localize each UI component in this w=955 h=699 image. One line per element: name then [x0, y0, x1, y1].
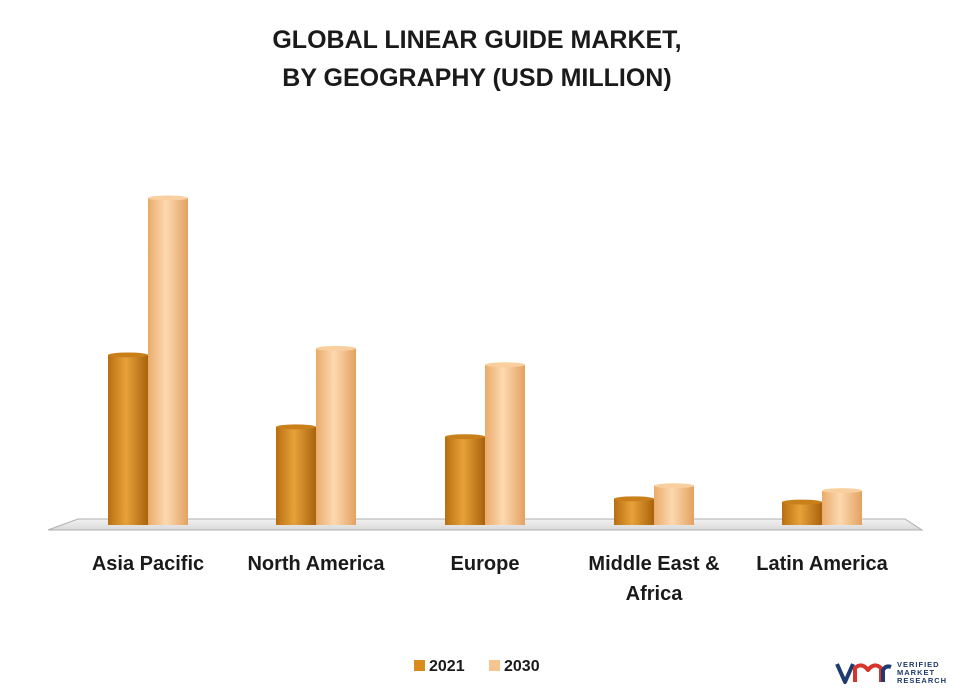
- logo-line-1: VERIFIED: [897, 660, 940, 669]
- bar-2021-2: [445, 434, 485, 525]
- legend-label-2021: 2021: [429, 658, 465, 675]
- category-label-0-0: Asia Pacific: [92, 553, 204, 575]
- bar-2030-2: [485, 362, 525, 525]
- logo-line-2: MARKET: [897, 668, 936, 677]
- bar-2021-0: [108, 352, 148, 525]
- bar-2021-4: [782, 499, 822, 525]
- logo-wordmark: VERIFIED MARKET RESEARCH: [897, 661, 947, 685]
- category-label-3-1: Africa: [626, 583, 684, 605]
- bar-2030-1: [316, 345, 356, 525]
- bar-2030-3: [654, 483, 694, 525]
- legend-label-2030: 2030: [504, 658, 540, 675]
- chart-title-line-1: GLOBAL LINEAR GUIDE MARKET,: [272, 26, 681, 54]
- legend-swatch-2021: [414, 660, 425, 671]
- legend: 2021 2030: [414, 658, 540, 675]
- category-label-4-0: Latin America: [756, 553, 888, 575]
- logo-line-3: RESEARCH: [897, 676, 948, 685]
- category-label-1-0: North America: [247, 553, 385, 575]
- bar-2030-0: [148, 195, 188, 525]
- brand-logo: VERIFIED MARKET RESEARCH: [835, 660, 947, 686]
- category-label-3-0: Middle East &: [588, 553, 719, 575]
- bar-group: [108, 195, 862, 525]
- category-label-2-0: Europe: [451, 553, 520, 575]
- bar-2030-4: [822, 488, 862, 525]
- bar-2021-3: [614, 496, 654, 525]
- chart-title-line-2: BY GEOGRAPHY (USD MILLION): [282, 64, 671, 92]
- legend-swatch-2030: [489, 660, 500, 671]
- category-labels: Asia Pacific North America Europe Middle Ea…: [92, 553, 889, 605]
- vmr-logo-icon: [835, 663, 892, 684]
- bar-2021-1: [276, 424, 316, 525]
